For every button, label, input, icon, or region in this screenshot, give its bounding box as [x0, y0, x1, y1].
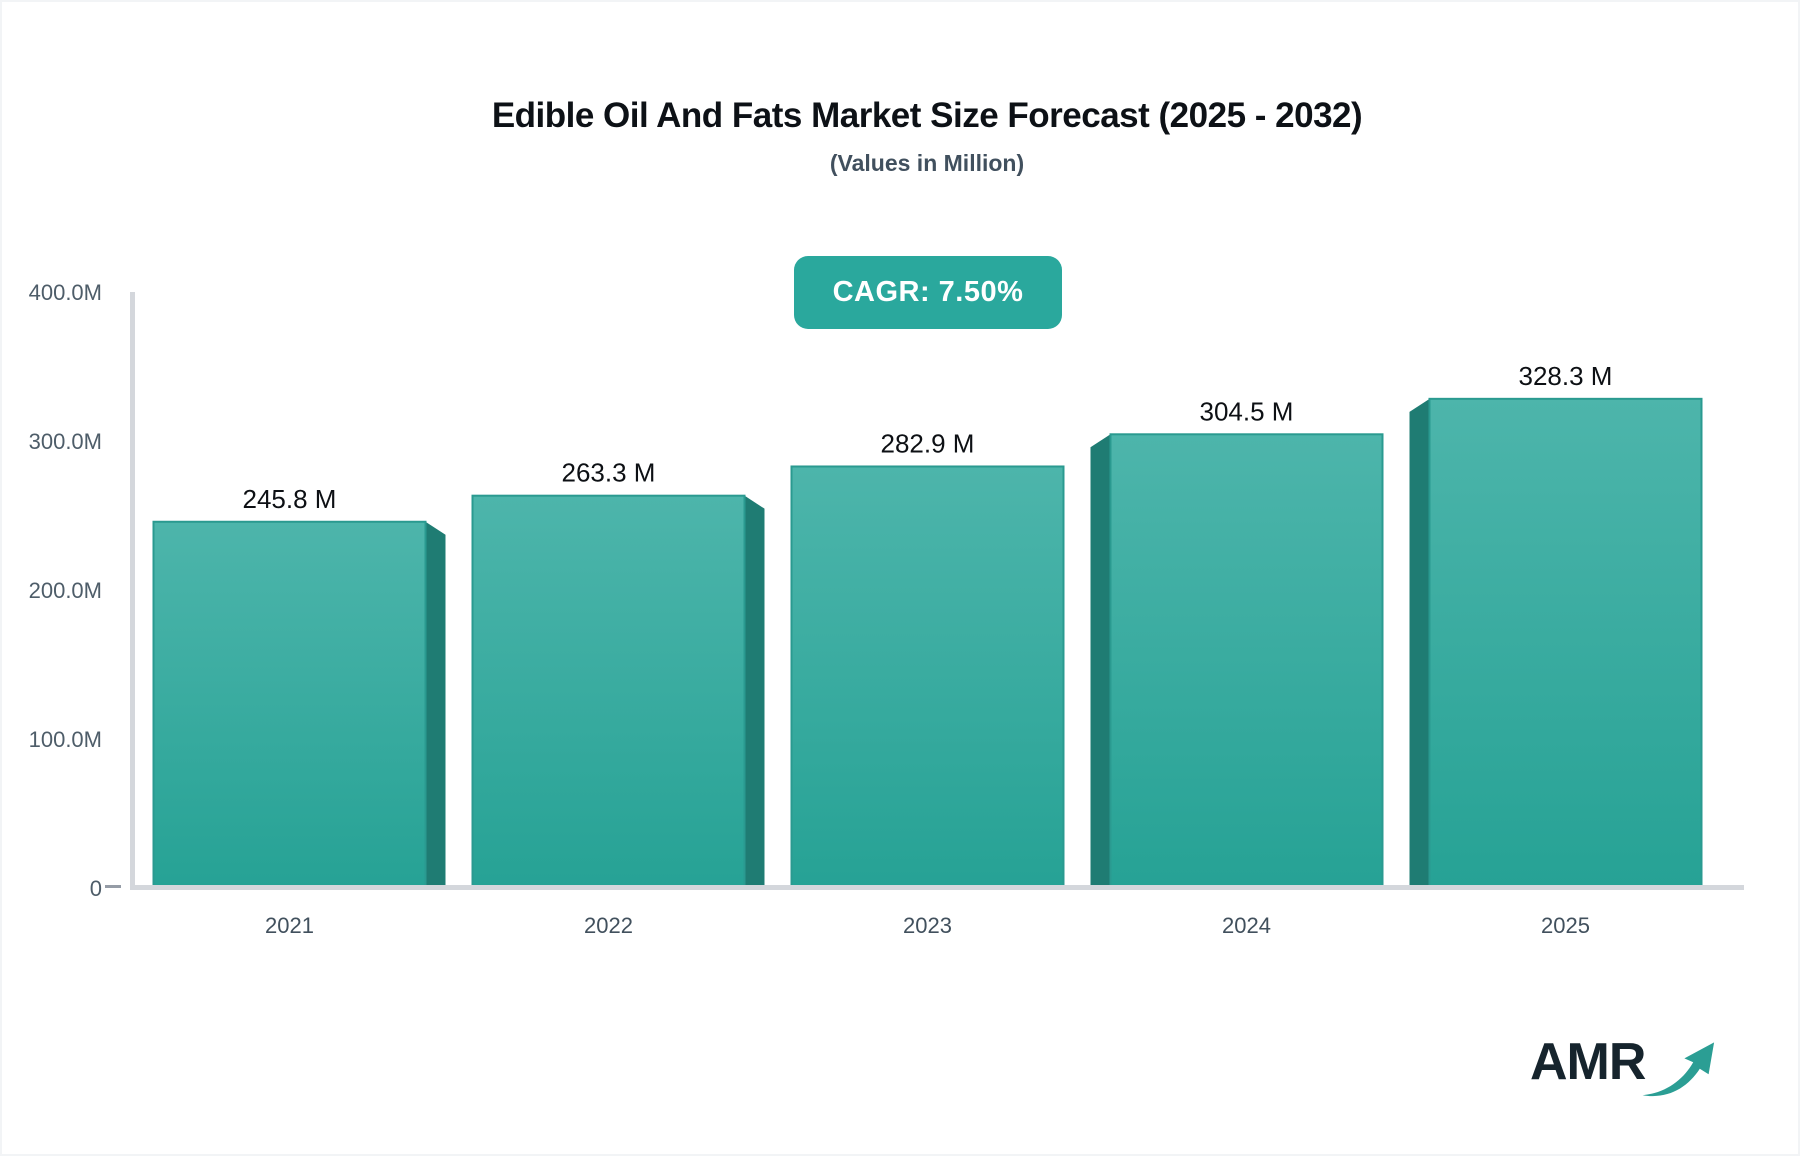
chart-title: Edible Oil And Fats Market Size Forecast…	[491, 96, 1363, 135]
amr-logo: AMR	[1530, 1032, 1719, 1104]
zero-tick-mark	[105, 885, 121, 888]
x-tick-label-2022: 2022	[584, 913, 633, 938]
trend-up-arrow-icon	[1643, 1042, 1715, 1097]
amr-logo-text: AMR	[1530, 1033, 1646, 1091]
bar-value-label-2023: 282.9 M	[881, 428, 975, 458]
x-tick-label-2025: 2025	[1541, 913, 1590, 938]
chart-subtitle: (Values in Million)	[829, 150, 1025, 176]
bar-2025	[1428, 397, 1703, 889]
y-tick-label-400.0M: 400.0M	[29, 280, 102, 305]
bar-value-label-2022: 263.3 M	[562, 458, 656, 488]
bar-side-2021	[425, 521, 446, 888]
cagr-badge-label: CAGR: 7.50%	[832, 276, 1024, 308]
bar-2021	[152, 520, 427, 889]
bar-value-label-2025: 328.3 M	[1519, 361, 1613, 391]
bar-side-2024	[1090, 434, 1111, 888]
y-tick-label-0: 0	[90, 876, 102, 901]
y-tick-label-300.0M: 300.0M	[29, 429, 102, 454]
bar-value-label-2021: 245.8 M	[243, 484, 337, 514]
x-axis-line	[130, 885, 1744, 890]
x-tick-label-2023: 2023	[903, 913, 952, 938]
bar-side-2025	[1409, 398, 1430, 888]
y-tick-label-200.0M: 200.0M	[29, 578, 102, 603]
x-tick-label-2021: 2021	[265, 913, 314, 938]
bar-2022	[471, 494, 746, 889]
bar-side-2022	[744, 495, 765, 888]
y-tick-label-100.0M: 100.0M	[29, 727, 102, 752]
x-tick-label-2024: 2024	[1222, 913, 1271, 938]
y-axis-line	[130, 292, 135, 890]
cagr-badge: CAGR: 7.50%	[794, 256, 1062, 329]
bar-value-label-2024: 304.5 M	[1200, 396, 1294, 426]
bar-2023	[790, 465, 1065, 889]
bar-2024	[1109, 433, 1384, 889]
